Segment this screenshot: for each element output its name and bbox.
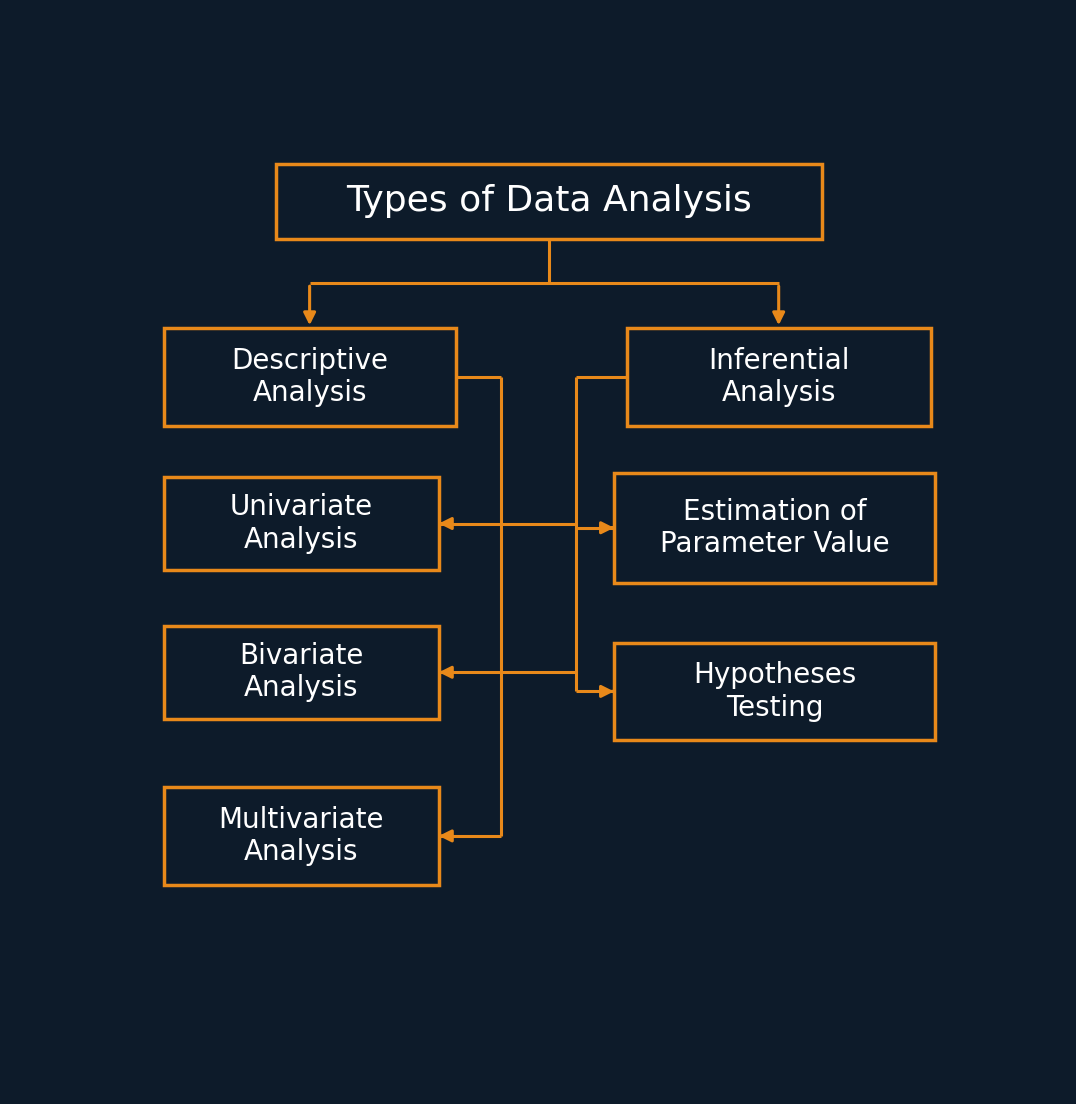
Text: Bivariate
Analysis: Bivariate Analysis — [239, 643, 364, 702]
FancyBboxPatch shape — [164, 787, 439, 884]
FancyBboxPatch shape — [614, 643, 935, 741]
Text: Hypotheses
Testing: Hypotheses Testing — [693, 661, 856, 722]
Text: Estimation of
Parameter Value: Estimation of Parameter Value — [660, 498, 890, 558]
Text: Descriptive
Analysis: Descriptive Analysis — [231, 347, 388, 407]
FancyBboxPatch shape — [626, 328, 931, 426]
FancyBboxPatch shape — [164, 328, 455, 426]
Text: Univariate
Analysis: Univariate Analysis — [229, 493, 373, 554]
FancyBboxPatch shape — [164, 477, 439, 571]
FancyBboxPatch shape — [277, 163, 822, 238]
Text: Types of Data Analysis: Types of Data Analysis — [346, 184, 752, 219]
FancyBboxPatch shape — [164, 626, 439, 719]
FancyBboxPatch shape — [614, 473, 935, 583]
Text: Multivariate
Analysis: Multivariate Analysis — [218, 806, 384, 867]
Text: Inferential
Analysis: Inferential Analysis — [708, 347, 849, 407]
